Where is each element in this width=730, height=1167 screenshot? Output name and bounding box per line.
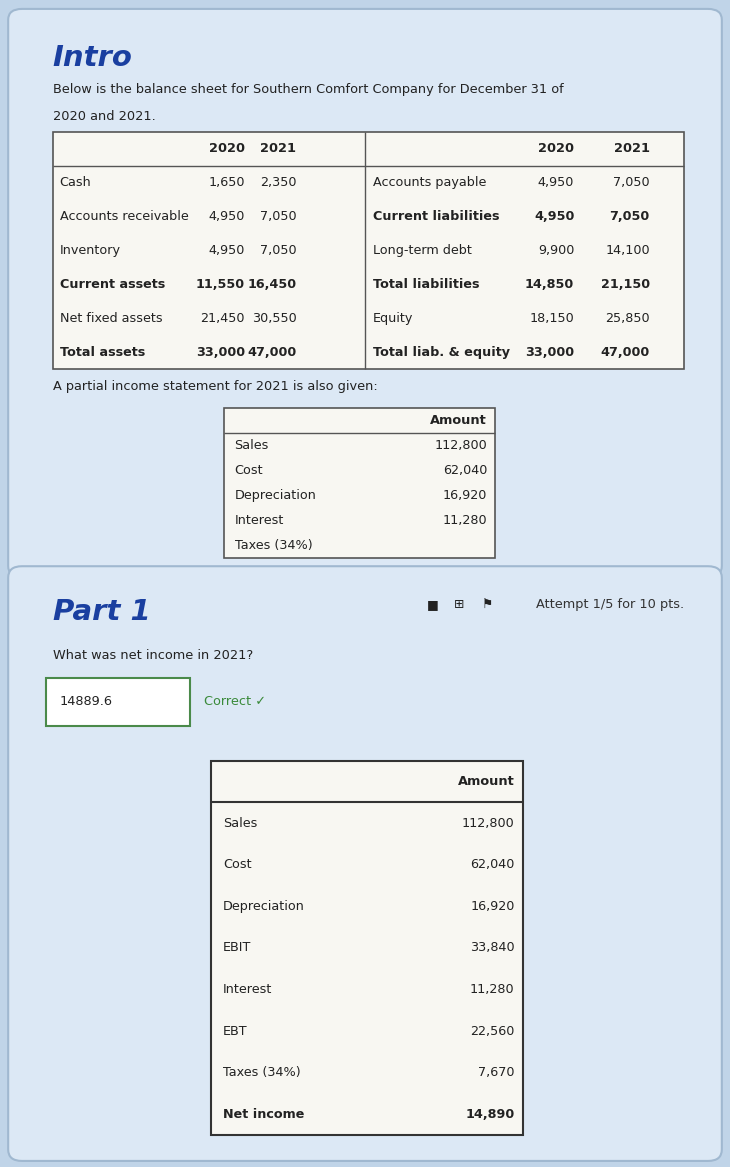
Text: Net fixed assets: Net fixed assets [60,312,162,324]
Text: 14889.6: 14889.6 [60,694,112,707]
Text: 18,150: 18,150 [529,312,575,324]
Text: 4,950: 4,950 [538,176,575,189]
Text: 4,950: 4,950 [209,210,245,223]
Text: 11,280: 11,280 [442,513,487,526]
Text: 7,670: 7,670 [478,1067,515,1079]
Text: 2020: 2020 [538,142,575,155]
Text: 112,800: 112,800 [434,439,487,452]
Text: EBIT: EBIT [223,942,251,955]
Text: 112,800: 112,800 [462,817,515,830]
Text: 9,900: 9,900 [538,244,575,257]
Text: 21,450: 21,450 [201,312,245,324]
Text: Long-term debt: Long-term debt [373,244,472,257]
Text: 11,550: 11,550 [196,278,245,291]
Text: Attempt 1/5 for 10 pts.: Attempt 1/5 for 10 pts. [536,598,684,610]
Text: 25,850: 25,850 [605,312,650,324]
FancyBboxPatch shape [211,761,523,1135]
Text: EBT: EBT [223,1025,247,1037]
Text: Sales: Sales [223,817,258,830]
Text: 11,280: 11,280 [470,983,515,997]
Text: Accounts receivable: Accounts receivable [60,210,188,223]
Text: 14,100: 14,100 [605,244,650,257]
Text: Current assets: Current assets [60,278,165,291]
Text: 62,040: 62,040 [470,858,515,872]
FancyBboxPatch shape [46,678,190,726]
Text: 2020: 2020 [209,142,245,155]
Text: 7,050: 7,050 [260,210,296,223]
Text: Amount: Amount [458,775,515,788]
Text: 16,450: 16,450 [247,278,296,291]
Text: Total liabilities: Total liabilities [373,278,480,291]
Text: Below is the balance sheet for Southern Comfort Company for December 31 of: Below is the balance sheet for Southern … [53,83,564,96]
Text: 4,950: 4,950 [209,244,245,257]
Text: Depreciation: Depreciation [223,900,305,913]
Text: 2021: 2021 [614,142,650,155]
Text: 2,350: 2,350 [260,176,296,189]
Text: 33,000: 33,000 [196,345,245,359]
Text: Current liabilities: Current liabilities [373,210,500,223]
Text: 16,920: 16,920 [443,489,487,502]
Text: 14,890: 14,890 [465,1107,515,1120]
Text: Taxes (34%): Taxes (34%) [234,539,312,552]
Text: ⊞: ⊞ [454,598,465,610]
Text: Cash: Cash [60,176,91,189]
Text: Amount: Amount [431,413,487,427]
Text: ⚑: ⚑ [482,598,493,610]
FancyBboxPatch shape [8,9,722,576]
Text: Equity: Equity [373,312,414,324]
Text: Total liab. & equity: Total liab. & equity [373,345,510,359]
Text: Sales: Sales [234,439,269,452]
Text: 33,000: 33,000 [525,345,575,359]
Text: Accounts payable: Accounts payable [373,176,487,189]
Text: Correct ✓: Correct ✓ [204,694,266,707]
Text: 22,560: 22,560 [470,1025,515,1037]
Text: Inventory: Inventory [60,244,120,257]
Text: 4,950: 4,950 [534,210,575,223]
Text: Intro: Intro [53,44,133,72]
Text: What was net income in 2021?: What was net income in 2021? [53,649,253,662]
Text: 2021: 2021 [261,142,296,155]
Text: ■: ■ [427,598,439,610]
Text: 30,550: 30,550 [252,312,296,324]
Text: 62,040: 62,040 [443,463,487,476]
Text: 7,050: 7,050 [610,210,650,223]
Text: Depreciation: Depreciation [234,489,317,502]
Text: 16,920: 16,920 [470,900,515,913]
Text: Taxes (34%): Taxes (34%) [223,1067,301,1079]
FancyBboxPatch shape [53,132,684,370]
Text: 7,050: 7,050 [260,244,296,257]
Text: Part 1: Part 1 [53,598,150,626]
Text: A partial income statement for 2021 is also given:: A partial income statement for 2021 is a… [53,380,377,393]
Text: 2020 and 2021.: 2020 and 2021. [53,110,155,123]
FancyBboxPatch shape [8,566,722,1161]
Text: Cost: Cost [234,463,264,476]
Text: 21,150: 21,150 [601,278,650,291]
FancyBboxPatch shape [224,407,496,558]
Text: Total assets: Total assets [60,345,145,359]
Text: Cost: Cost [223,858,252,872]
Text: Interest: Interest [234,513,284,526]
Text: Interest: Interest [223,983,272,997]
Text: 1,650: 1,650 [209,176,245,189]
Text: 47,000: 47,000 [247,345,296,359]
Text: 33,840: 33,840 [470,942,515,955]
Text: 47,000: 47,000 [601,345,650,359]
Text: Net income: Net income [223,1107,304,1120]
Text: 7,050: 7,050 [613,176,650,189]
Text: 14,850: 14,850 [525,278,575,291]
